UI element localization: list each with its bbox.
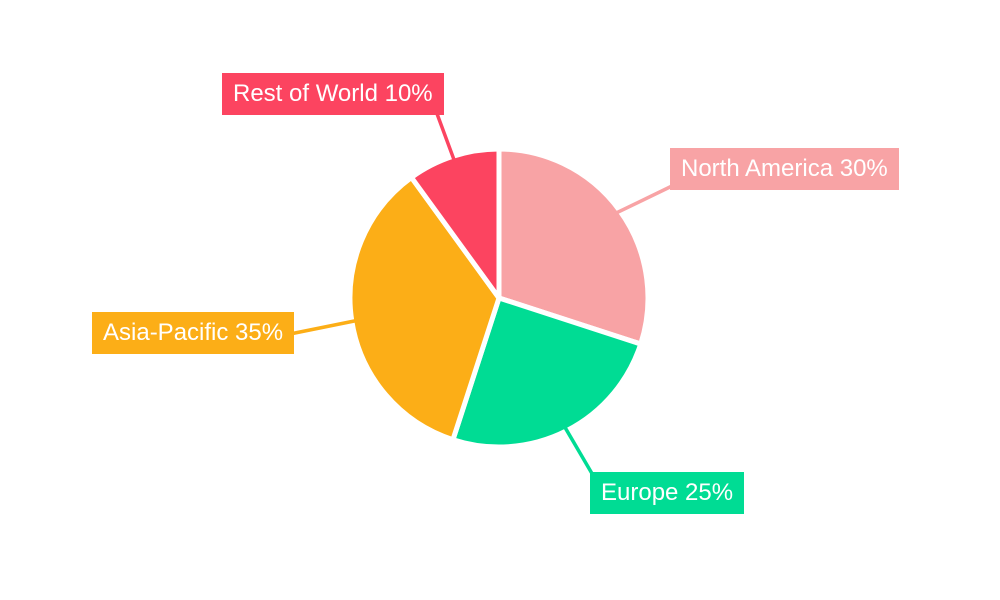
callout-asia-pacific: Asia-Pacific 35%: [92, 312, 295, 354]
leader-line-rest-of-world: [434, 109, 457, 163]
leader-line-asia-pacific: [288, 318, 359, 336]
callout-north-america: North America 30%: [670, 148, 899, 190]
leader-line-north-america: [613, 184, 674, 216]
leader-line-europe: [562, 424, 596, 479]
callout-rest-of-world: Rest of World 10%: [222, 73, 444, 115]
callout-europe: Europe 25%: [590, 472, 745, 514]
